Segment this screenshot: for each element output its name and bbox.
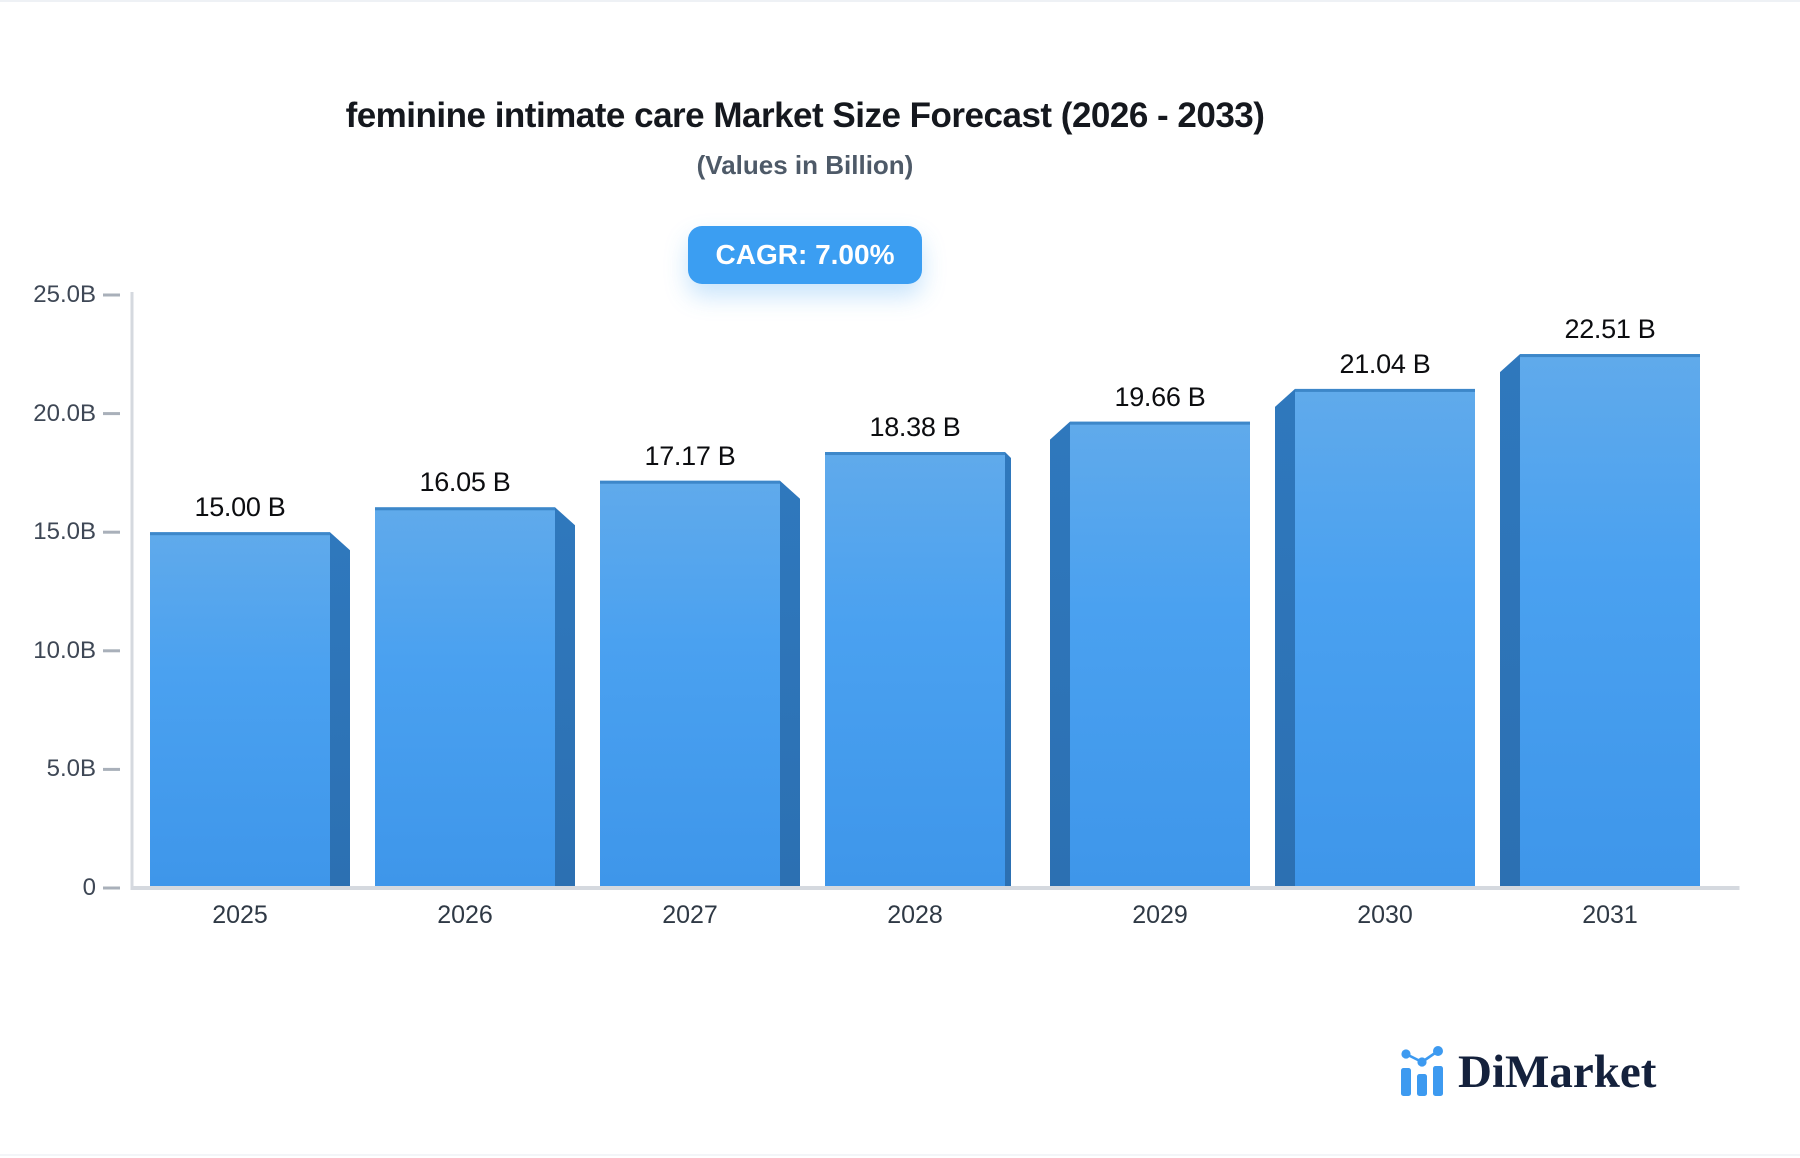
bar-2027 bbox=[600, 480, 780, 888]
bar-side-2030 bbox=[1275, 388, 1295, 888]
y-tick-label-5.0B: 5.0B bbox=[46, 755, 96, 783]
bar-top-edge-2029 bbox=[1070, 421, 1250, 425]
bar-2026 bbox=[375, 507, 555, 888]
bar-top-edge-2031 bbox=[1520, 354, 1700, 358]
bar-2029 bbox=[1070, 421, 1250, 888]
x-tick-label-2031: 2031 bbox=[1582, 901, 1638, 929]
bar-2030 bbox=[1295, 388, 1475, 888]
brand-logo: DiMarket bbox=[1400, 1046, 1656, 1098]
bar-2025 bbox=[150, 532, 330, 888]
bar-side-2029 bbox=[1050, 421, 1070, 888]
bar-top-edge-2030 bbox=[1295, 388, 1475, 392]
bar-2028 bbox=[825, 452, 1005, 888]
y-tick-label-25.0B: 25.0B bbox=[33, 281, 96, 308]
x-tick-label-2028: 2028 bbox=[887, 901, 943, 929]
y-tick-label-10.0B: 10.0B bbox=[33, 636, 96, 664]
bar-value-label-2030: 21.04 B bbox=[1339, 348, 1431, 379]
brand-logo-icon bbox=[1401, 1046, 1443, 1096]
bar-side-2031 bbox=[1500, 354, 1520, 888]
chart-subtitle: (Values in Billion) bbox=[696, 150, 914, 180]
bar-side-2027 bbox=[780, 480, 800, 888]
chart-title: feminine intimate care Market Size Forec… bbox=[345, 96, 1265, 135]
bar-2031 bbox=[1520, 354, 1700, 888]
bar-value-label-2028: 18.38 B bbox=[869, 412, 961, 443]
bar-top-edge-2025 bbox=[150, 532, 330, 536]
x-tick-label-2027: 2027 bbox=[662, 901, 718, 929]
x-axis-line bbox=[130, 886, 1740, 890]
bar-value-label-2025: 15.00 B bbox=[194, 492, 286, 523]
bar-top-edge-2028 bbox=[825, 452, 1005, 456]
bar-top-edge-2027 bbox=[600, 480, 780, 484]
bar-side-2025 bbox=[330, 532, 350, 888]
x-tick-label-2026: 2026 bbox=[437, 901, 493, 929]
y-tick-label-0: 0 bbox=[82, 874, 96, 901]
y-tick-dash bbox=[103, 649, 120, 653]
y-tick-dash bbox=[103, 412, 120, 416]
bar-value-label-2026: 16.05 B bbox=[419, 467, 511, 498]
x-tick-label-2030: 2030 bbox=[1357, 901, 1413, 929]
y-tick-dash bbox=[103, 767, 120, 771]
y-tick-dash bbox=[103, 293, 120, 297]
y-tick-dash bbox=[103, 886, 120, 890]
brand-name: DiMarket bbox=[1458, 1046, 1657, 1098]
y-tick-dash bbox=[103, 530, 120, 534]
bar-side-2028 bbox=[1005, 452, 1011, 888]
y-tick-label-20.0B: 20.0B bbox=[33, 399, 96, 427]
bar-top-edge-2026 bbox=[375, 507, 555, 511]
bar-side-2026 bbox=[555, 507, 575, 888]
y-axis-line bbox=[130, 292, 134, 888]
bar-value-label-2031: 22.51 B bbox=[1564, 314, 1656, 345]
cagr-badge: CAGR: 7.00% bbox=[688, 226, 922, 284]
bar-value-label-2029: 19.66 B bbox=[1114, 381, 1206, 412]
y-tick-label-15.0B: 15.0B bbox=[33, 518, 96, 546]
bar-value-label-2027: 17.17 B bbox=[644, 440, 736, 471]
x-tick-label-2029: 2029 bbox=[1132, 901, 1188, 929]
x-tick-label-2025: 2025 bbox=[212, 901, 268, 929]
